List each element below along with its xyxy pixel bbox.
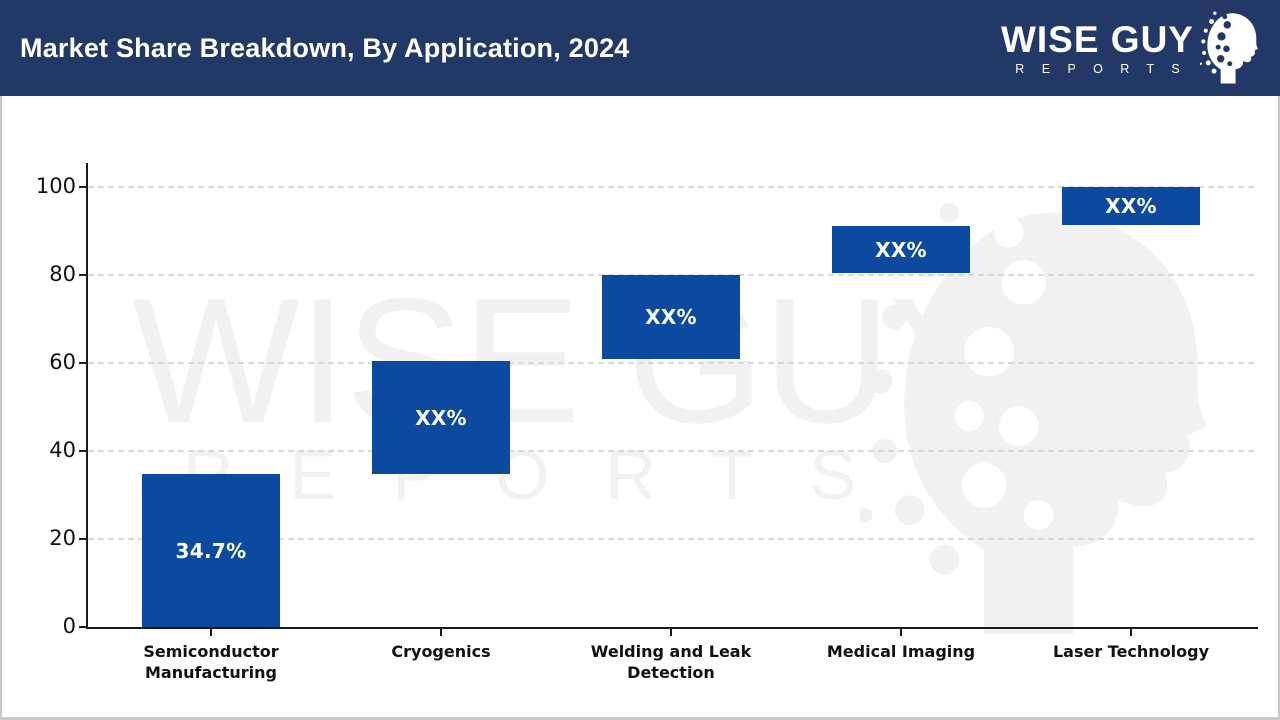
x-category-label: Medical Imaging <box>781 641 1021 662</box>
axis-spine-left <box>86 163 88 629</box>
bar-value-label: XX% <box>415 405 467 430</box>
x-category-label-line: Manufacturing <box>145 663 277 682</box>
page-title: Market Share Breakdown, By Application, … <box>20 32 630 63</box>
logo-text: WISE GUY R E P O R T S <box>1001 21 1194 76</box>
x-category-label-line: Semiconductor <box>143 642 279 661</box>
x-tick-mark <box>440 629 442 636</box>
x-category-label-line: Cryogenics <box>391 642 491 661</box>
bar: XX% <box>832 226 970 274</box>
x-category-label-line: Detection <box>627 663 715 682</box>
bar-value-label: XX% <box>1105 193 1157 218</box>
bar: 34.7% <box>142 474 280 627</box>
y-tick-mark <box>79 626 88 628</box>
grid-line <box>88 538 1258 540</box>
y-tick-label: 80 <box>49 262 76 286</box>
header-bar: Market Share Breakdown, By Application, … <box>0 0 1280 96</box>
bar: XX% <box>372 360 510 475</box>
x-category-label-line: Laser Technology <box>1052 642 1210 661</box>
grid-line <box>88 186 1258 188</box>
y-tick-label: 40 <box>49 438 76 462</box>
x-category-label-line: Medical Imaging <box>826 642 976 661</box>
logo-head-icon <box>1200 11 1258 84</box>
y-tick-label: 0 <box>62 614 76 638</box>
x-category-label: Cryogenics <box>321 641 561 662</box>
x-category-label: Welding and Leak Detection <box>551 641 791 683</box>
x-category-label: Semiconductor Manufacturing <box>91 641 331 683</box>
grid-line <box>88 362 1258 364</box>
watermark-wordmark: WISE GUY <box>132 261 1008 460</box>
y-tick-mark <box>79 186 88 188</box>
bar-value-label: 34.7% <box>175 538 247 563</box>
y-tick-label: 60 <box>49 350 76 374</box>
y-tick-label: 100 <box>35 174 76 198</box>
x-tick-mark <box>1130 629 1132 636</box>
y-tick-label: 20 <box>49 526 76 550</box>
logo-wordmark: WISE GUY <box>1000 18 1194 60</box>
bar-value-label: XX% <box>875 237 927 262</box>
y-tick-mark <box>79 450 88 452</box>
y-tick-mark <box>79 362 88 364</box>
x-category-label-line: Welding and Leak <box>590 642 752 661</box>
x-tick-mark <box>900 629 902 636</box>
wise-guy-logo: WISE GUY R E P O R T S <box>1001 10 1262 86</box>
bar: XX% <box>1062 187 1200 225</box>
x-tick-mark <box>670 629 672 636</box>
axis-spine-bottom <box>86 627 1258 629</box>
y-tick-mark <box>79 538 88 540</box>
bar: XX% <box>602 275 740 359</box>
grid-line <box>88 450 1258 452</box>
x-tick-mark <box>210 629 212 636</box>
x-category-label: Laser Technology <box>1011 641 1251 662</box>
y-tick-mark <box>79 274 88 276</box>
bar-value-label: XX% <box>645 304 697 329</box>
logo-subtitle: R E P O R T S <box>1015 61 1187 76</box>
